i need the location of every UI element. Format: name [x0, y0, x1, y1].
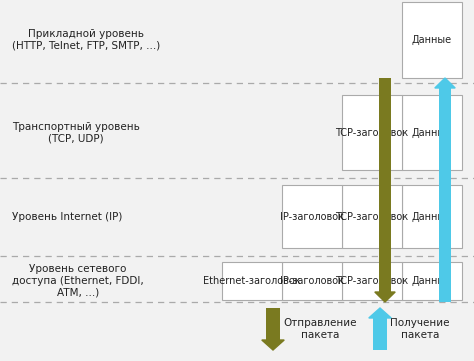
Text: TCP-заголовок: TCP-заголовок [336, 127, 409, 138]
Bar [402, 185, 462, 248]
Bar [282, 185, 342, 248]
Text: Данные: Данные [412, 35, 452, 45]
Text: Данные: Данные [412, 127, 452, 138]
Text: Уровень сетевого
доступа (Ethernet, FDDI,
ATM, ...): Уровень сетевого доступа (Ethernet, FDDI… [12, 264, 144, 297]
Text: Отправление
пакета: Отправление пакета [283, 318, 356, 340]
Bar [379, 78, 391, 292]
Text: IP-заголовок: IP-заголовок [280, 212, 344, 222]
Bar [402, 2, 462, 78]
Text: TCP-заголовок: TCP-заголовок [336, 276, 409, 286]
Text: Прикладной уровень
(HTTP, Telnet, FTP, SMTP, ...): Прикладной уровень (HTTP, Telnet, FTP, S… [12, 29, 160, 51]
Bar [402, 95, 462, 170]
Bar [439, 88, 451, 302]
Bar [282, 262, 342, 300]
Bar [342, 185, 402, 248]
Text: Уровень Internet (IP): Уровень Internet (IP) [12, 212, 122, 222]
Text: Ethernet-заголовок: Ethernet-заголовок [203, 276, 301, 286]
Bar [342, 262, 402, 300]
Text: TCP-заголовок: TCP-заголовок [336, 212, 409, 222]
Bar [374, 318, 387, 350]
Polygon shape [369, 308, 391, 318]
Polygon shape [435, 78, 455, 88]
Bar [342, 95, 402, 170]
Bar [402, 262, 462, 300]
Polygon shape [262, 340, 284, 350]
Text: Данные: Данные [412, 212, 452, 222]
Text: IP-заголовок: IP-заголовок [280, 276, 344, 286]
Polygon shape [375, 292, 395, 302]
Text: Получение
пакета: Получение пакета [390, 318, 449, 340]
Bar [266, 308, 280, 340]
Text: Данные: Данные [412, 276, 452, 286]
Bar [222, 262, 282, 300]
Text: Транспортный уровень
(TCP, UDP): Транспортный уровень (TCP, UDP) [12, 122, 140, 143]
